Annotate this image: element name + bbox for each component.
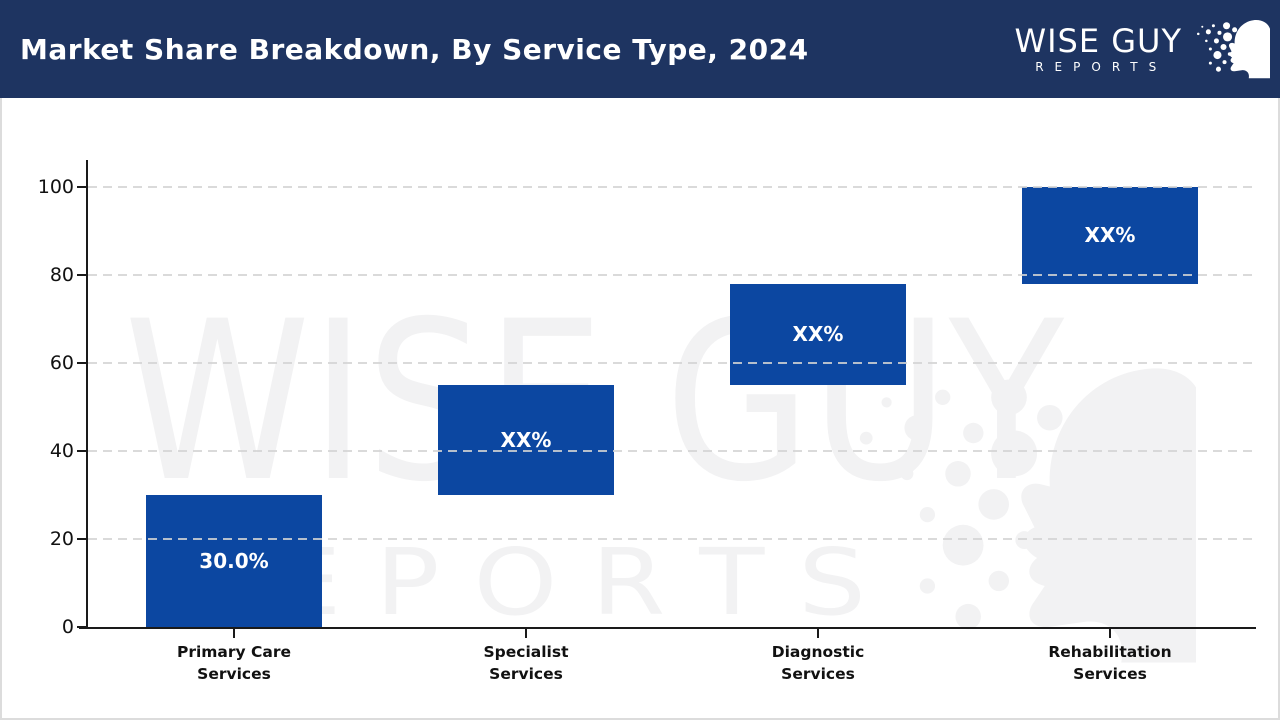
y-tick-label: 20 [49, 528, 74, 550]
y-tick-mark [77, 450, 86, 452]
y-tick-mark [77, 274, 86, 276]
x-category-label: Primary Care Services [176, 643, 292, 683]
logo-wordmark: WISE GUY [1014, 22, 1182, 60]
chart-area: WISE GUY R E P O R T S 0 20 40 60 80 100 30 [0, 98, 1280, 720]
bar: 30.0% [146, 495, 322, 627]
x-axis-line [79, 627, 1256, 629]
bar-value-label: XX% [500, 428, 552, 452]
bar: XX% [730, 283, 906, 385]
logo-text: WISE GUY REPORTS [1014, 25, 1182, 73]
page-title: Market Share Breakdown, By Service Type,… [20, 32, 809, 66]
y-tick-label: 40 [49, 440, 74, 462]
x-category-label: Diagnostic Services [771, 643, 865, 683]
bar: XX% [1022, 187, 1198, 284]
bar-value-label: XX% [1084, 223, 1136, 248]
gridline [88, 450, 1256, 452]
wiseguy-logo: WISE GUY REPORTS [1014, 6, 1270, 92]
y-tick-mark [77, 362, 86, 364]
y-tick-mark [77, 626, 86, 628]
x-tick-mark [817, 629, 819, 638]
x-category-label: Specialist Services [483, 643, 569, 683]
header: Market Share Breakdown, By Service Type,… [0, 0, 1280, 98]
y-tick-label: 60 [49, 352, 74, 374]
logo-subtext: REPORTS [1035, 60, 1168, 74]
y-axis-line [86, 160, 88, 629]
gridline [88, 186, 1256, 188]
y-tick-mark [77, 538, 86, 540]
y-tick-mark [77, 186, 86, 188]
y-tick-label: 100 [37, 176, 74, 198]
x-tick-mark [233, 629, 235, 638]
x-category-label: Rehabilitation Services [1048, 643, 1172, 683]
gridline [88, 362, 1256, 364]
bar-value-label: XX% [792, 322, 844, 347]
y-tick-label: 80 [49, 264, 74, 286]
logo-head-icon [1196, 20, 1270, 79]
x-tick-mark [525, 629, 527, 638]
gridline [88, 538, 1256, 540]
bar: XX% [438, 385, 614, 495]
gridline [88, 274, 1256, 276]
bar-value-label: 30.0% [199, 549, 269, 573]
y-tick-label: 0 [61, 616, 74, 638]
x-tick-mark [1109, 629, 1111, 638]
